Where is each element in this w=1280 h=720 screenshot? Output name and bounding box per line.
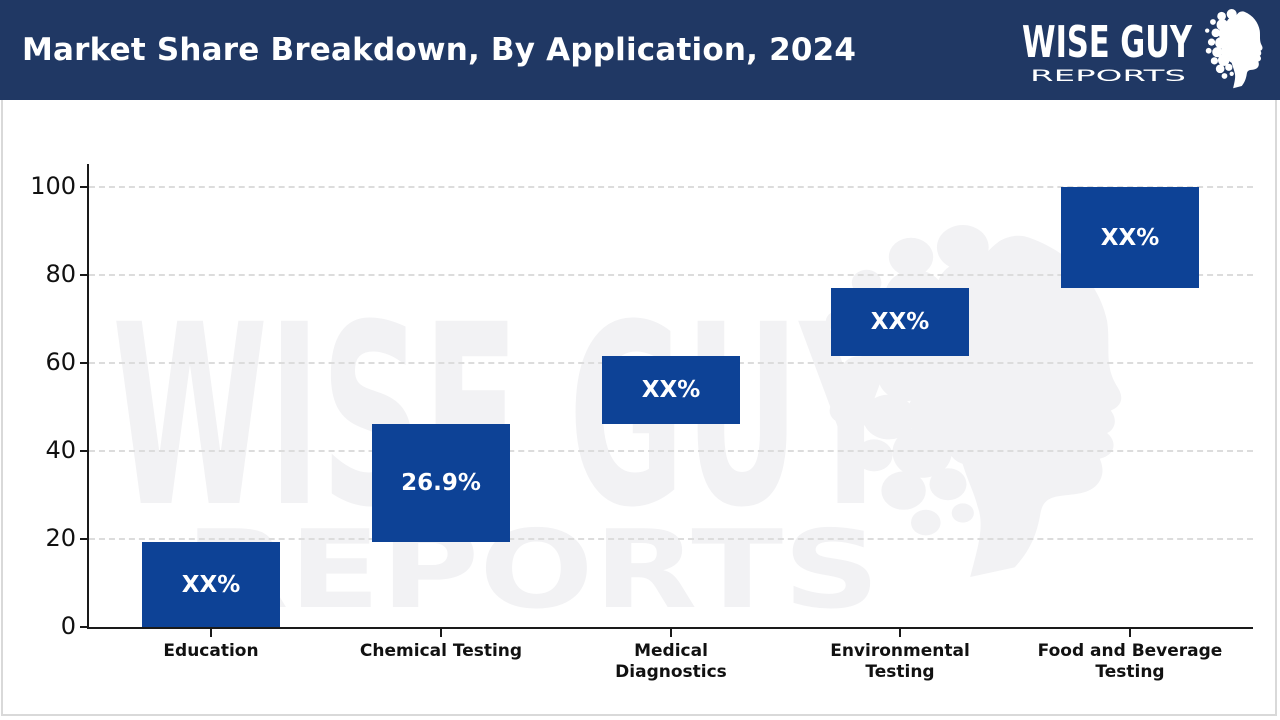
logo-subtitle: REPORTS [1030, 66, 1186, 85]
y-tick-mark [80, 274, 88, 276]
x-tick-label-1: Education [91, 641, 331, 662]
logo-wordmark: WISE GUY [1022, 17, 1193, 68]
x-tick-mark [670, 629, 672, 637]
bar-medical-diagnostics: XX% [602, 355, 740, 424]
x-tick-mark [899, 629, 901, 637]
y-axis-spine [87, 164, 89, 629]
y-tick-label: 0 [60, 612, 76, 640]
y-tick-mark [80, 538, 88, 540]
gridline [89, 538, 1253, 540]
x-tick-label-line: Testing [1095, 662, 1165, 682]
bar-value-label: XX% [870, 308, 930, 335]
y-tick-mark [80, 362, 88, 364]
wise-guy-logo: WISE GUY REPORTS [1022, 9, 1263, 89]
y-tick-label: 80 [45, 260, 76, 288]
bar-food-and-beverage-testing: XX% [1061, 187, 1199, 289]
bar-environmental-testing: XX% [831, 288, 969, 356]
x-tick-mark [440, 629, 442, 637]
x-tick-label-line: Education [163, 641, 259, 661]
gridline [89, 450, 1253, 452]
dotted-face-icon [1205, 9, 1263, 89]
bar-value-label: XX% [181, 571, 241, 598]
x-tick-label-2: Chemical Testing [321, 641, 561, 662]
y-tick-label: 40 [45, 436, 76, 464]
watermark-subtitle: REPORTS [185, 508, 880, 633]
bar-value-label: 26.9% [401, 469, 481, 496]
x-tick-label-line: Chemical Testing [359, 641, 523, 661]
gridline [89, 186, 1253, 188]
bar-education: XX% [142, 542, 280, 627]
x-tick-label-4: Environmental Testing [780, 641, 1020, 683]
header-bar: Market Share Breakdown, By Application, … [0, 0, 1280, 100]
x-axis-spine [87, 627, 1253, 629]
x-tick-label-3: Medical Diagnostics [551, 641, 791, 683]
x-tick-mark [210, 629, 212, 637]
x-tick-label-line: Food and Beverage [1037, 641, 1223, 661]
y-tick-label: 100 [30, 172, 76, 200]
x-tick-label-line: Medical [634, 641, 708, 661]
gridline [89, 274, 1253, 276]
x-tick-label-5: Food and Beverage Testing [1010, 641, 1250, 683]
bar-chemical-testing: 26.9% [372, 423, 510, 543]
x-tick-label-line: Testing [865, 662, 935, 682]
bar-value-label: XX% [641, 376, 701, 403]
y-tick-mark [80, 186, 88, 188]
y-tick-mark [80, 450, 88, 452]
bar-value-label: XX% [1100, 224, 1160, 251]
chart-title: Market Share Breakdown, By Application, … [22, 32, 857, 68]
y-tick-mark [80, 626, 88, 628]
y-tick-label: 60 [45, 348, 76, 376]
x-tick-label-line: Environmental [830, 641, 970, 661]
x-tick-label-line: Diagnostics [615, 662, 727, 682]
x-tick-mark [1129, 629, 1131, 637]
y-tick-label: 20 [45, 524, 76, 552]
